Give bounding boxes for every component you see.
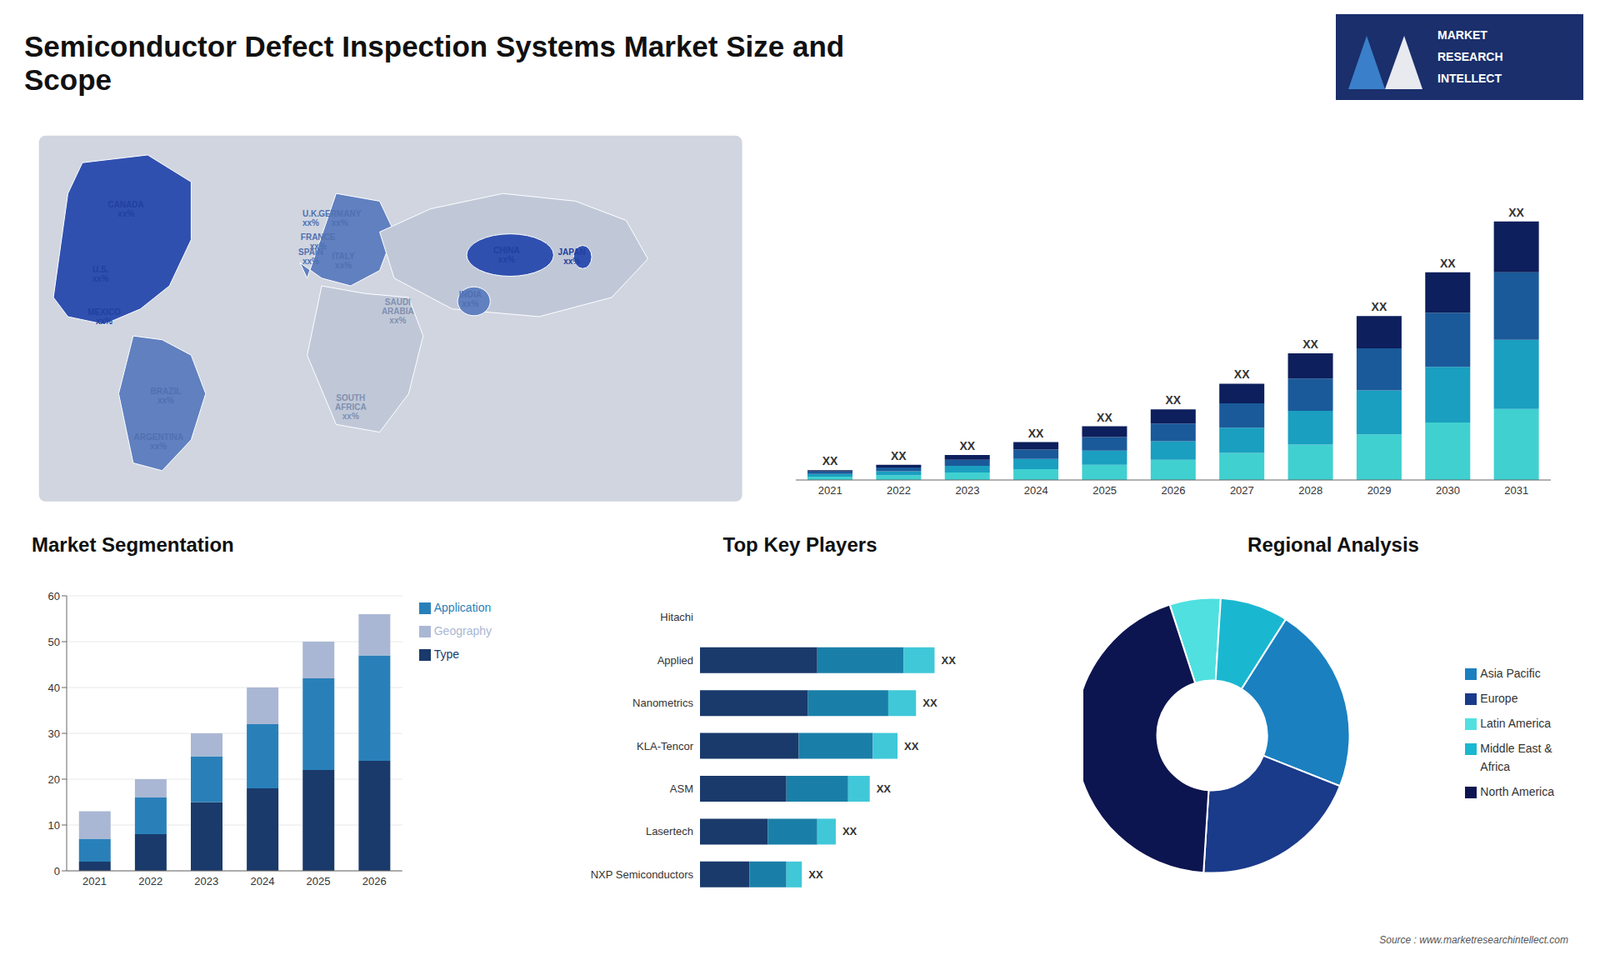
svg-text:XX: XX bbox=[842, 825, 858, 838]
svg-text:XX: XX bbox=[808, 868, 824, 881]
svg-text:2030: 2030 bbox=[1435, 484, 1460, 497]
svg-text:XX: XX bbox=[1096, 410, 1113, 425]
svg-text:2024: 2024 bbox=[1024, 484, 1049, 497]
svg-text:MEXICOxx%: MEXICOxx% bbox=[87, 307, 121, 326]
svg-text:2029: 2029 bbox=[1367, 484, 1392, 497]
svg-text:10: 10 bbox=[48, 819, 60, 832]
svg-text:XX: XX bbox=[890, 449, 907, 463]
svg-text:50: 50 bbox=[48, 635, 60, 649]
svg-text:SAUDIARABIAxx%: SAUDIARABIAxx% bbox=[381, 297, 415, 325]
svg-text:2026: 2026 bbox=[362, 875, 387, 888]
svg-text:2025: 2025 bbox=[1092, 484, 1117, 497]
svg-text:2022: 2022 bbox=[138, 875, 163, 888]
svg-text:XX: XX bbox=[1440, 256, 1456, 270]
svg-text:ARGENTINAxx%: ARGENTINAxx% bbox=[134, 432, 184, 451]
svg-text:2027: 2027 bbox=[1230, 484, 1255, 497]
svg-text:XX: XX bbox=[959, 439, 975, 453]
svg-text:2021: 2021 bbox=[82, 875, 107, 888]
svg-text:GERMANYxx%: GERMANYxx% bbox=[318, 209, 361, 228]
svg-text:INDIAxx%: INDIAxx% bbox=[459, 290, 482, 309]
svg-text:2022: 2022 bbox=[886, 484, 911, 497]
svg-text:2026: 2026 bbox=[1161, 484, 1186, 497]
svg-text:SOUTHAFRICAxx%: SOUTHAFRICAxx% bbox=[335, 393, 367, 421]
svg-text:2025: 2025 bbox=[306, 875, 331, 888]
svg-text:XX: XX bbox=[1165, 393, 1181, 407]
svg-text:2028: 2028 bbox=[1298, 484, 1323, 497]
svg-text:2031: 2031 bbox=[1504, 484, 1529, 497]
svg-text:KLA-Tencor: KLA-Tencor bbox=[636, 740, 695, 753]
svg-text:JAPANxx%: JAPANxx% bbox=[558, 247, 586, 266]
svg-text:CANADAxx%: CANADAxx% bbox=[107, 200, 144, 219]
svg-text:2024: 2024 bbox=[250, 875, 275, 888]
svg-text:30: 30 bbox=[48, 727, 60, 740]
svg-text:XX: XX bbox=[876, 782, 892, 795]
svg-text:0: 0 bbox=[54, 865, 60, 878]
svg-text:U.S.xx%: U.S.xx% bbox=[92, 265, 110, 284]
svg-text:XX: XX bbox=[1028, 426, 1045, 440]
svg-text:CHINAxx%: CHINAxx% bbox=[493, 245, 520, 265]
svg-text:20: 20 bbox=[48, 773, 60, 786]
svg-text:ASM: ASM bbox=[670, 782, 694, 795]
svg-text:NXP Semiconductors: NXP Semiconductors bbox=[590, 868, 695, 881]
svg-text:ITALYxx%: ITALYxx% bbox=[331, 251, 355, 270]
svg-text:RESEARCH: RESEARCH bbox=[1437, 50, 1504, 64]
svg-text:2023: 2023 bbox=[194, 875, 219, 888]
svg-text:XX: XX bbox=[904, 740, 920, 753]
svg-text:BRAZILxx%: BRAZILxx% bbox=[150, 386, 182, 405]
svg-text:XX: XX bbox=[940, 654, 956, 667]
svg-text:2021: 2021 bbox=[818, 484, 843, 497]
svg-text:U.K.xx%: U.K.xx% bbox=[302, 209, 320, 228]
svg-text:Applied: Applied bbox=[657, 654, 694, 667]
svg-text:XX: XX bbox=[922, 696, 938, 710]
svg-text:XX: XX bbox=[1234, 367, 1250, 381]
svg-text:Hitachi: Hitachi bbox=[660, 610, 694, 624]
svg-text:XX: XX bbox=[822, 454, 839, 468]
svg-text:XX: XX bbox=[1302, 337, 1319, 351]
svg-text:INTELLECT: INTELLECT bbox=[1437, 71, 1502, 85]
svg-text:XX: XX bbox=[1371, 300, 1388, 314]
svg-text:SPAINxx%: SPAINxx% bbox=[298, 247, 324, 266]
svg-text:MARKET: MARKET bbox=[1437, 28, 1488, 42]
svg-text:Nanometrics: Nanometrics bbox=[632, 696, 694, 710]
svg-text:Lasertech: Lasertech bbox=[645, 825, 694, 838]
svg-text:2023: 2023 bbox=[955, 484, 980, 497]
svg-text:40: 40 bbox=[48, 681, 60, 695]
svg-text:60: 60 bbox=[48, 590, 60, 603]
svg-text:XX: XX bbox=[1508, 205, 1525, 220]
